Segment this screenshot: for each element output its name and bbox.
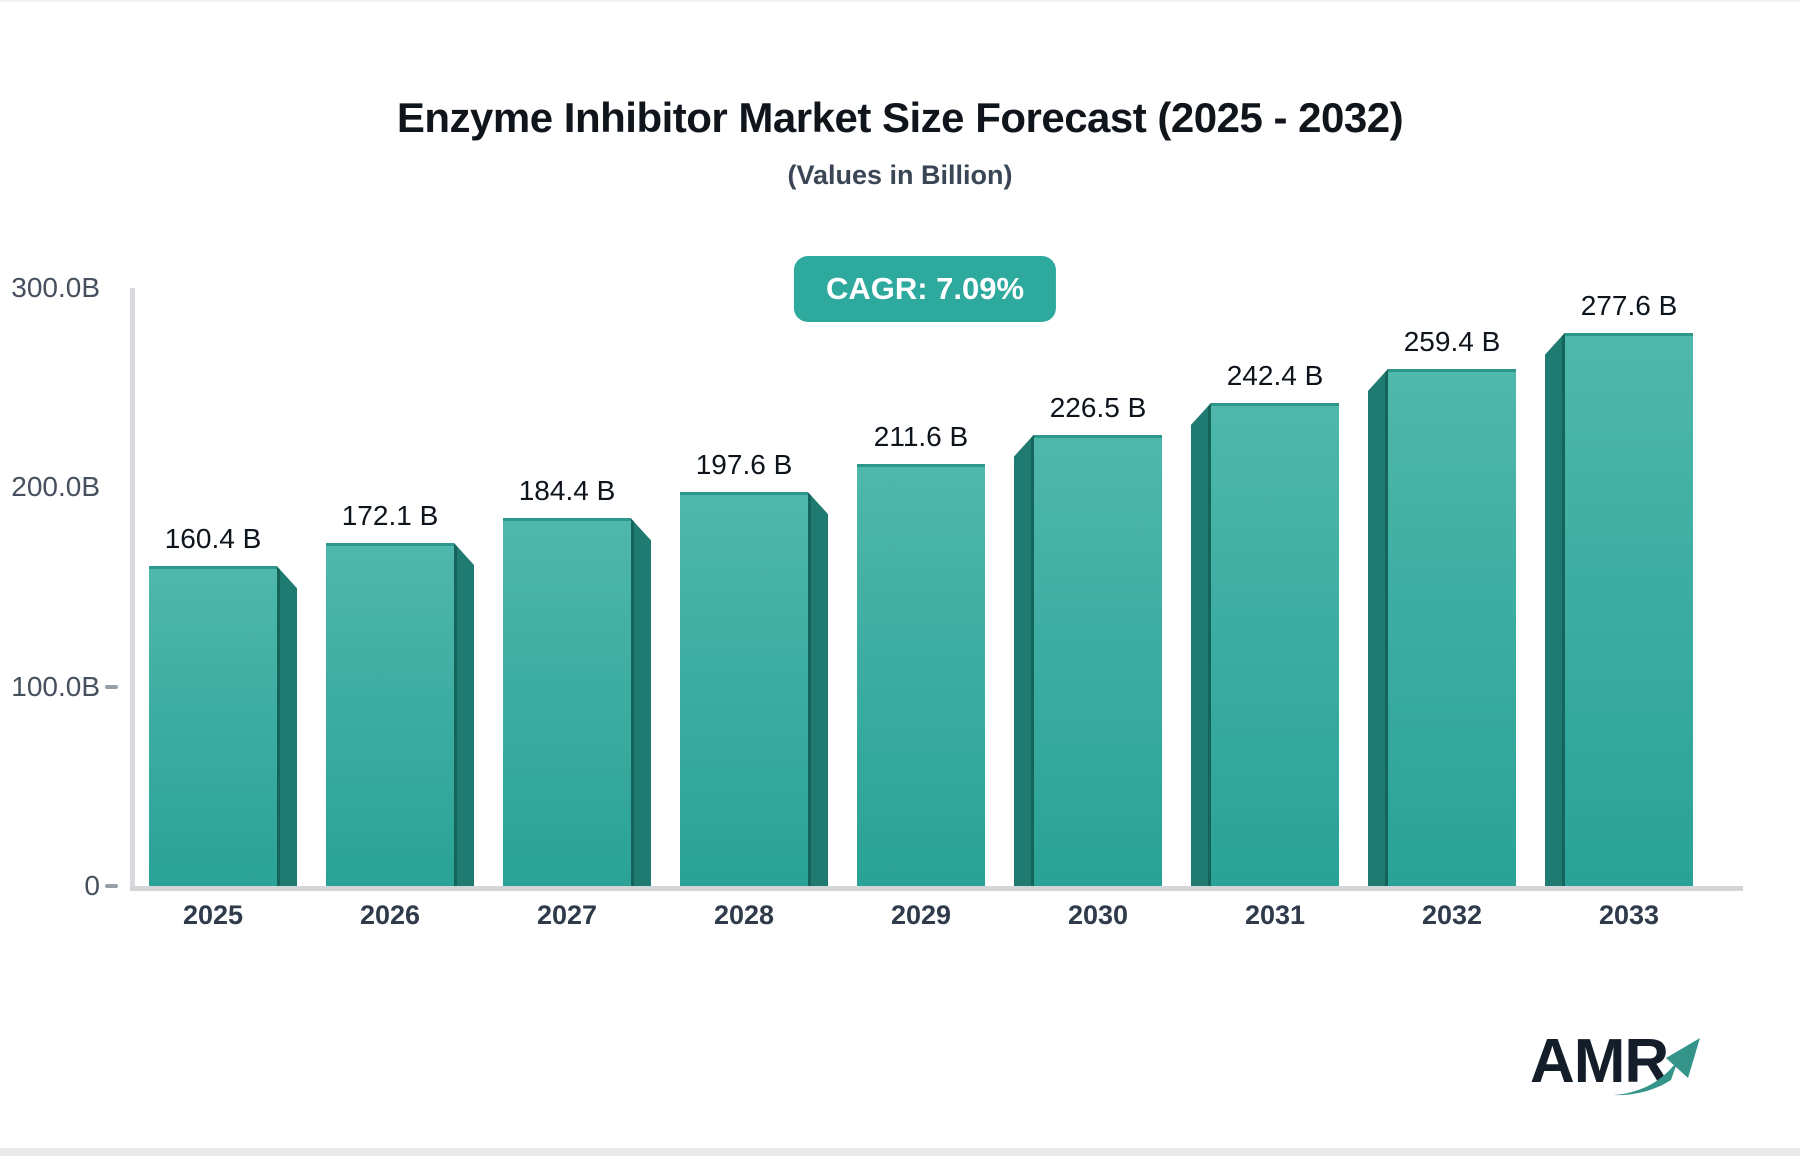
bar-value-label: 211.6 B [873, 421, 969, 453]
x-axis-label: 2026 [359, 900, 421, 930]
bar-side-2025 [277, 566, 297, 886]
x-axis-label: 2029 [890, 900, 952, 930]
bar-side-2033 [1545, 332, 1565, 886]
y-tick-dash [105, 884, 118, 888]
bar-2027 [503, 518, 631, 886]
bar-2025 [149, 566, 277, 886]
bar-value-label: 160.4 B [164, 523, 262, 555]
bar-side-2032 [1368, 368, 1388, 886]
bar-value-label: 259.4 B [1403, 325, 1501, 357]
growth-arrow-icon [1614, 1038, 1700, 1096]
bar-2028 [680, 492, 808, 886]
bar-side-2031 [1191, 402, 1211, 886]
bar-side-2030 [1014, 434, 1034, 886]
bar-2026 [326, 542, 454, 886]
x-axis-line [130, 886, 1743, 891]
y-tick-dash [105, 684, 118, 689]
bar-side-2028 [808, 492, 828, 886]
x-axis-label: 2032 [1421, 900, 1483, 930]
x-axis-label: 2033 [1598, 900, 1660, 930]
y-tick-label: 100.0B [11, 670, 100, 702]
y-axis-line [130, 288, 135, 886]
x-axis-label: 2025 [182, 900, 244, 930]
bar-value-label: 277.6 B [1580, 289, 1678, 321]
x-axis-label: 2027 [536, 900, 598, 930]
chart-title: Enzyme Inhibitor Market Size Forecast (2… [396, 94, 1404, 141]
bar-value-label: 197.6 B [695, 449, 793, 481]
bar-value-label: 242.4 B [1226, 359, 1324, 391]
bar-2033 [1565, 332, 1693, 886]
bar-value-label: 226.5 B [1049, 391, 1147, 423]
bar-side-2027 [631, 518, 651, 886]
cagr-badge: CAGR: 7.09% [793, 256, 1057, 322]
amr-logo: AMR [1530, 1031, 1750, 1122]
bar-2030 [1034, 434, 1162, 886]
y-tick-label: 300.0B [11, 272, 100, 303]
bar-side-2026 [454, 542, 474, 886]
amr-logo-text: AMR [1530, 1027, 1669, 1096]
x-axis-label: 2031 [1244, 900, 1306, 930]
top-edge-divider [0, 0, 1800, 2]
bar-2029 [857, 464, 985, 886]
x-axis-label: 2030 [1067, 900, 1129, 930]
bar-value-label: 184.4 B [518, 475, 616, 507]
bar-value-label: 172.1 B [341, 499, 439, 531]
bar-2032 [1388, 368, 1516, 886]
y-tick-label: 200.0B [11, 471, 100, 503]
x-axis-label: 2028 [713, 900, 775, 930]
bottom-edge-strip [0, 1148, 1800, 1156]
bar-2031 [1211, 402, 1339, 886]
y-tick-label: 0 [84, 870, 100, 901]
chart-subtitle: (Values in Billion) [787, 160, 1013, 190]
